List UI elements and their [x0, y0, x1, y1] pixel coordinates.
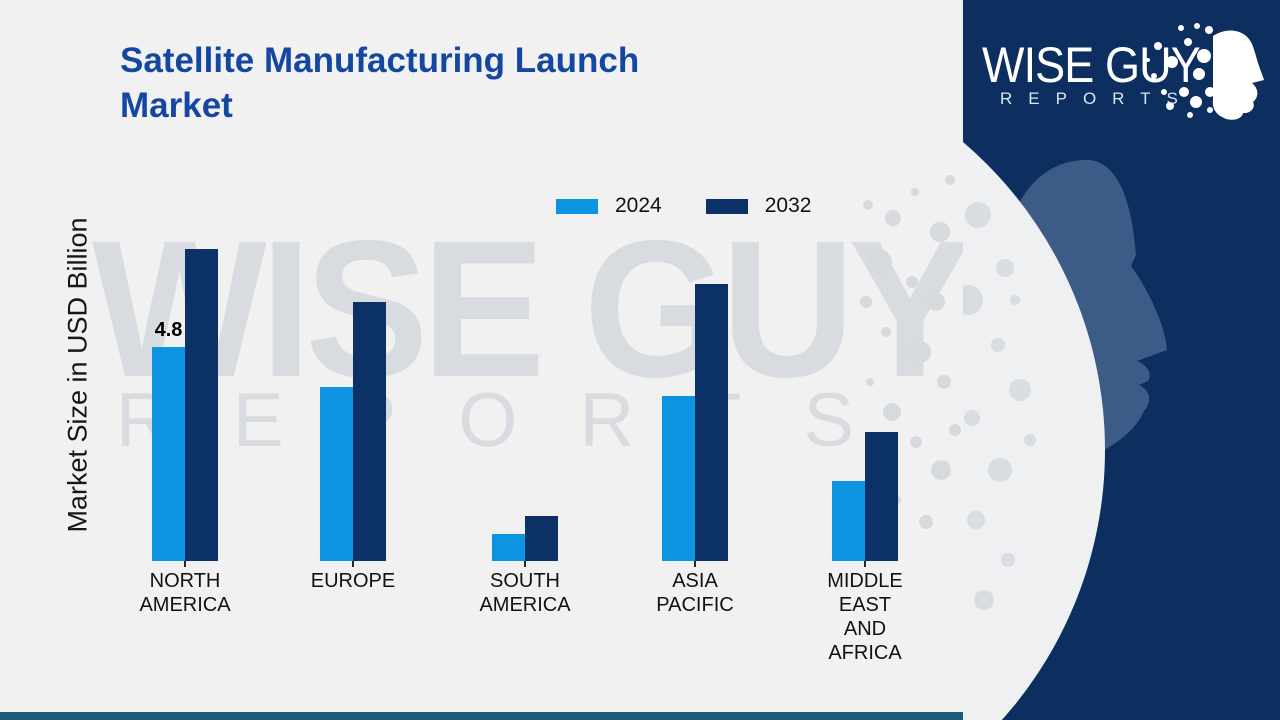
- bottom-accent-bar: [0, 712, 1280, 720]
- watermark-wiseguy: WISE GUY: [92, 200, 972, 418]
- bar-2032-asia-pacific: [695, 284, 728, 561]
- bar-2024-asia-pacific: [662, 396, 695, 561]
- bar-2032-europe: [353, 302, 386, 561]
- legend-label-2024: 2024: [615, 194, 662, 217]
- brand-wordmark-reports: REPORTS: [1000, 89, 1194, 108]
- legend-item-2024: 2024: [556, 194, 662, 218]
- watermark-reports: REPORTS: [116, 378, 917, 463]
- legend-label-2032: 2032: [764, 194, 812, 217]
- category-label-middle-east-and-africa: MIDDLE EAST AND AFRICA: [827, 570, 903, 664]
- bar-2032-middle-east-and-africa: [865, 432, 898, 561]
- bar-2024-north-america: [152, 347, 185, 561]
- axis-tick-asia-pacific: [694, 561, 696, 567]
- legend-swatch-2024: [556, 198, 598, 214]
- bar-2024-middle-east-and-africa: [832, 481, 865, 561]
- bar-value-label: 4.8: [154, 319, 183, 341]
- axis-tick-europe: [352, 561, 354, 567]
- axis-tick-middle-east-and-africa: [864, 561, 866, 567]
- axis-tick-north-america: [184, 561, 186, 567]
- category-label-europe: EUROPE: [310, 570, 396, 592]
- page-title: Satellite Manufacturing Launch Market: [120, 41, 640, 125]
- bar-2032-south-america: [525, 516, 558, 561]
- axis-tick-south-america: [524, 561, 526, 567]
- bar-2024-south-america: [492, 534, 525, 561]
- category-label-asia-pacific: ASIA PACIFIC: [656, 570, 734, 616]
- category-label-south-america: SOUTH AMERICA: [479, 570, 571, 616]
- bar-2032-north-america: [185, 249, 218, 561]
- brand-wordmark: WISE GUY: [982, 37, 1201, 93]
- chart-legend: 2024 2032: [556, 194, 855, 218]
- legend-swatch-2032: [705, 198, 748, 214]
- legend-item-2032: 2032: [705, 194, 812, 218]
- category-label-north-america: NORTH AMERICA: [139, 570, 231, 616]
- bar-2024-europe: [320, 387, 353, 561]
